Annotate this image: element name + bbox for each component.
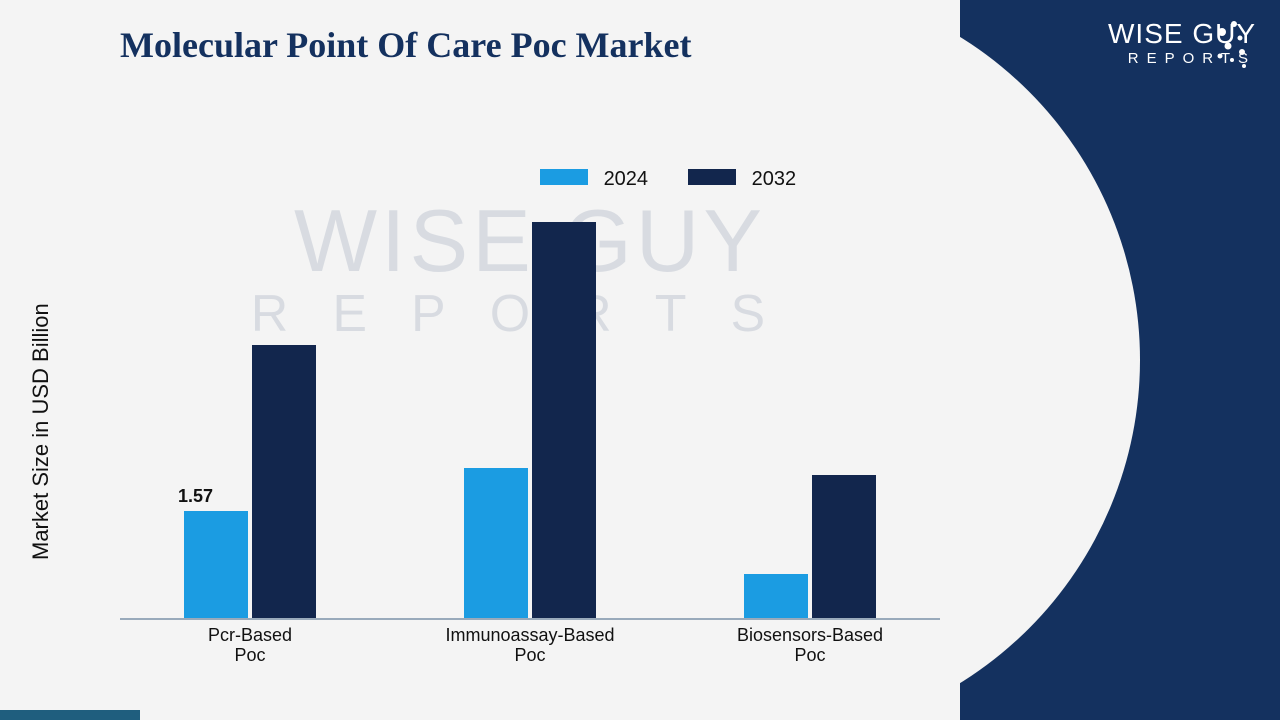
bar-group: 1.57Pcr-BasedPoc bbox=[140, 210, 360, 620]
legend-label-2032: 2032 bbox=[752, 168, 797, 190]
brand-dots-icon bbox=[1182, 12, 1252, 82]
bar bbox=[184, 511, 248, 618]
bar-group: Immunoassay-BasedPoc bbox=[420, 210, 640, 620]
brand-logo: WISE GUY REPORTS bbox=[1108, 18, 1256, 67]
footer-accent-bar bbox=[0, 710, 140, 720]
x-category-label: Immunoassay-BasedPoc bbox=[420, 626, 640, 666]
bar bbox=[252, 345, 316, 618]
legend: 2024 2032 bbox=[540, 168, 796, 191]
legend-swatch-2032 bbox=[688, 169, 736, 185]
legend-label-2024: 2024 bbox=[604, 168, 649, 190]
bar-datalabel: 1.57 bbox=[178, 486, 213, 507]
legend-item-2032: 2032 bbox=[688, 168, 796, 191]
legend-item-2024: 2024 bbox=[540, 168, 648, 191]
x-category-label: Pcr-BasedPoc bbox=[140, 626, 360, 666]
bar bbox=[464, 468, 528, 618]
x-category-label: Biosensors-BasedPoc bbox=[700, 626, 920, 666]
bar bbox=[532, 222, 596, 618]
bar bbox=[744, 574, 808, 618]
chart-title: Molecular Point Of Care Poc Market bbox=[120, 24, 692, 66]
chart-canvas: WISE GUY REPORTS Molecular Point Of Care… bbox=[0, 0, 1280, 720]
bar bbox=[812, 475, 876, 619]
bar-group: Biosensors-BasedPoc bbox=[700, 210, 920, 620]
y-axis-label: Market Size in USD Billion bbox=[28, 303, 54, 560]
legend-swatch-2024 bbox=[540, 169, 588, 185]
plot-area: 1.57Pcr-BasedPoc Immunoassay-BasedPoc Bios… bbox=[120, 210, 940, 620]
